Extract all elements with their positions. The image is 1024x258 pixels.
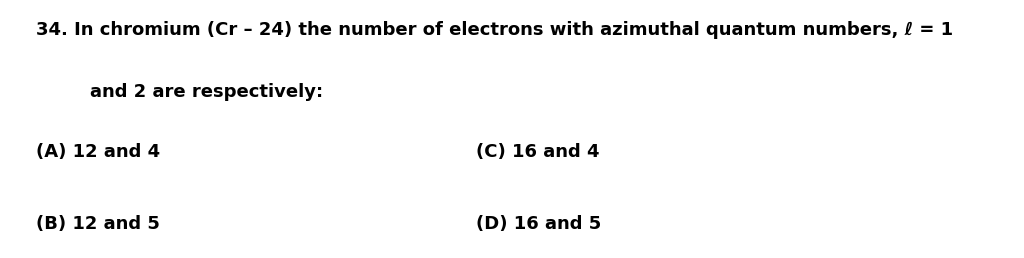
Text: (A) 12 and 4: (A) 12 and 4: [36, 143, 160, 161]
Text: and 2 are respectively:: and 2 are respectively:: [90, 83, 324, 101]
Text: 34. In chromium (Cr – 24) the number of electrons with azimuthal quantum numbers: 34. In chromium (Cr – 24) the number of …: [36, 21, 953, 39]
Text: (D) 16 and 5: (D) 16 and 5: [476, 215, 601, 233]
Text: (B) 12 and 5: (B) 12 and 5: [36, 215, 160, 233]
Text: (C) 16 and 4: (C) 16 and 4: [476, 143, 600, 161]
